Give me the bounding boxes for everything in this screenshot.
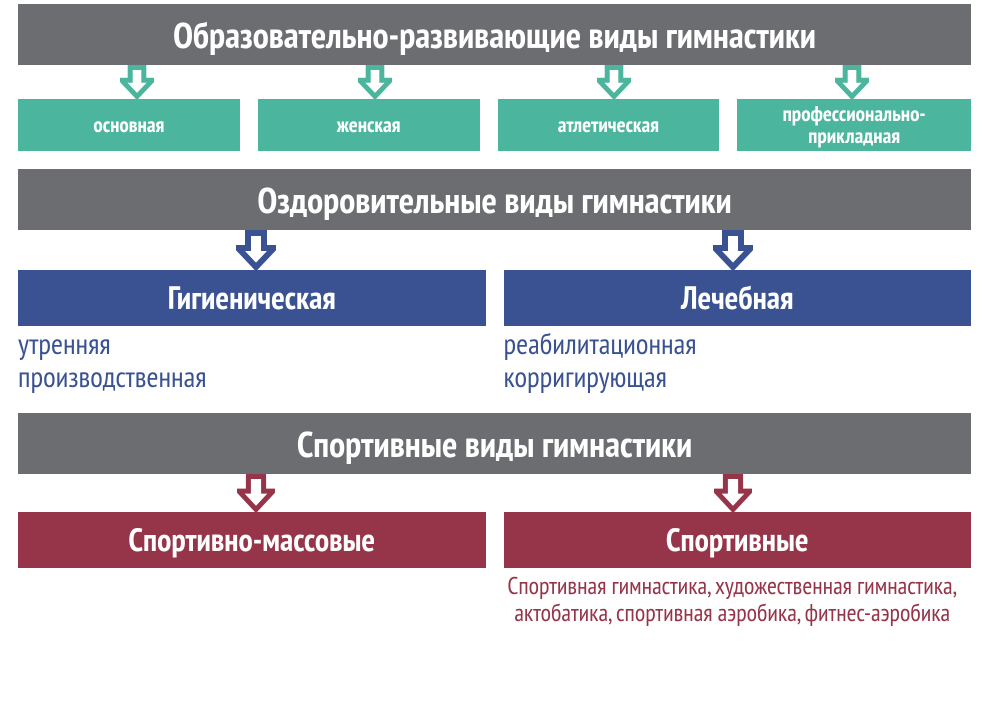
caption-sport-mass (18, 572, 476, 627)
arrow-down-icon (358, 65, 392, 99)
child-label: профессионально-прикладная (743, 103, 965, 147)
arrow-down-icon (597, 65, 631, 99)
child-label: женская (337, 114, 401, 136)
section-health-header: Оздоровительные виды гимнастики (18, 169, 971, 230)
arrow-down-icon (120, 65, 154, 99)
child-label: Спортивные (666, 523, 809, 557)
arrow-down-icon (835, 65, 869, 99)
section-health-children: Гигиеническая Лечебная (18, 270, 971, 326)
section-sport-children: Спортивно-массовые Спортивные (18, 512, 971, 568)
child-box-prof-prikladnaya: профессионально-прикладная (737, 99, 971, 151)
child-box-zhenskaya: женская (258, 99, 480, 151)
child-label: Спортивно-массовые (128, 523, 375, 557)
arrow-down-icon (237, 474, 275, 512)
caption-sportivnye: Спортивная гимнастика, художественная ги… (494, 572, 972, 627)
arrow-down-icon (236, 230, 276, 270)
section-edu-children: основная женская атлетическая профессион… (18, 99, 971, 151)
section-sport-header: Спортивные виды гимнастики (18, 413, 971, 474)
child-label: атлетическая (558, 114, 659, 136)
arrow-down-icon (713, 230, 753, 270)
child-box-lechebnaya: Лечебная (504, 270, 972, 326)
section-sport: Спортивные виды гимнастики Спортивно-мас… (18, 413, 971, 627)
section-edu: Образовательно-развивающие виды гимнасти… (18, 4, 971, 151)
child-box-atleticheskaya: атлетическая (498, 99, 720, 151)
child-label: Лечебная (681, 281, 793, 315)
child-box-sportivnye: Спортивные (504, 512, 972, 568)
child-box-osnovnaya: основная (18, 99, 240, 151)
child-label: Гигиеническая (168, 281, 336, 315)
arrow-down-icon (714, 474, 752, 512)
section-health: Оздоровительные виды гимнастики Гигиенич… (18, 169, 971, 395)
child-label: основная (93, 114, 164, 136)
section-edu-header: Образовательно-развивающие виды гимнасти… (18, 4, 971, 65)
section-health-arrows (18, 230, 971, 270)
section-health-title: Оздоровительные виды гимнастики (257, 176, 731, 223)
caption-lechebnaya: реабилитационная корригирующая (504, 328, 972, 395)
section-sport-arrows (18, 474, 971, 512)
section-health-captions: утренняя производственная реабилитационн… (18, 328, 971, 395)
section-edu-arrows (18, 65, 971, 99)
section-edu-title: Образовательно-развивающие виды гимнасти… (173, 11, 816, 58)
child-box-gigienicheskaya: Гигиеническая (18, 270, 486, 326)
caption-gigienicheskaya: утренняя производственная (18, 328, 486, 395)
section-sport-captions: Спортивная гимнастика, художественная ги… (18, 572, 971, 627)
child-box-sport-mass: Спортивно-массовые (18, 512, 486, 568)
section-sport-title: Спортивные виды гимнастики (297, 420, 692, 467)
